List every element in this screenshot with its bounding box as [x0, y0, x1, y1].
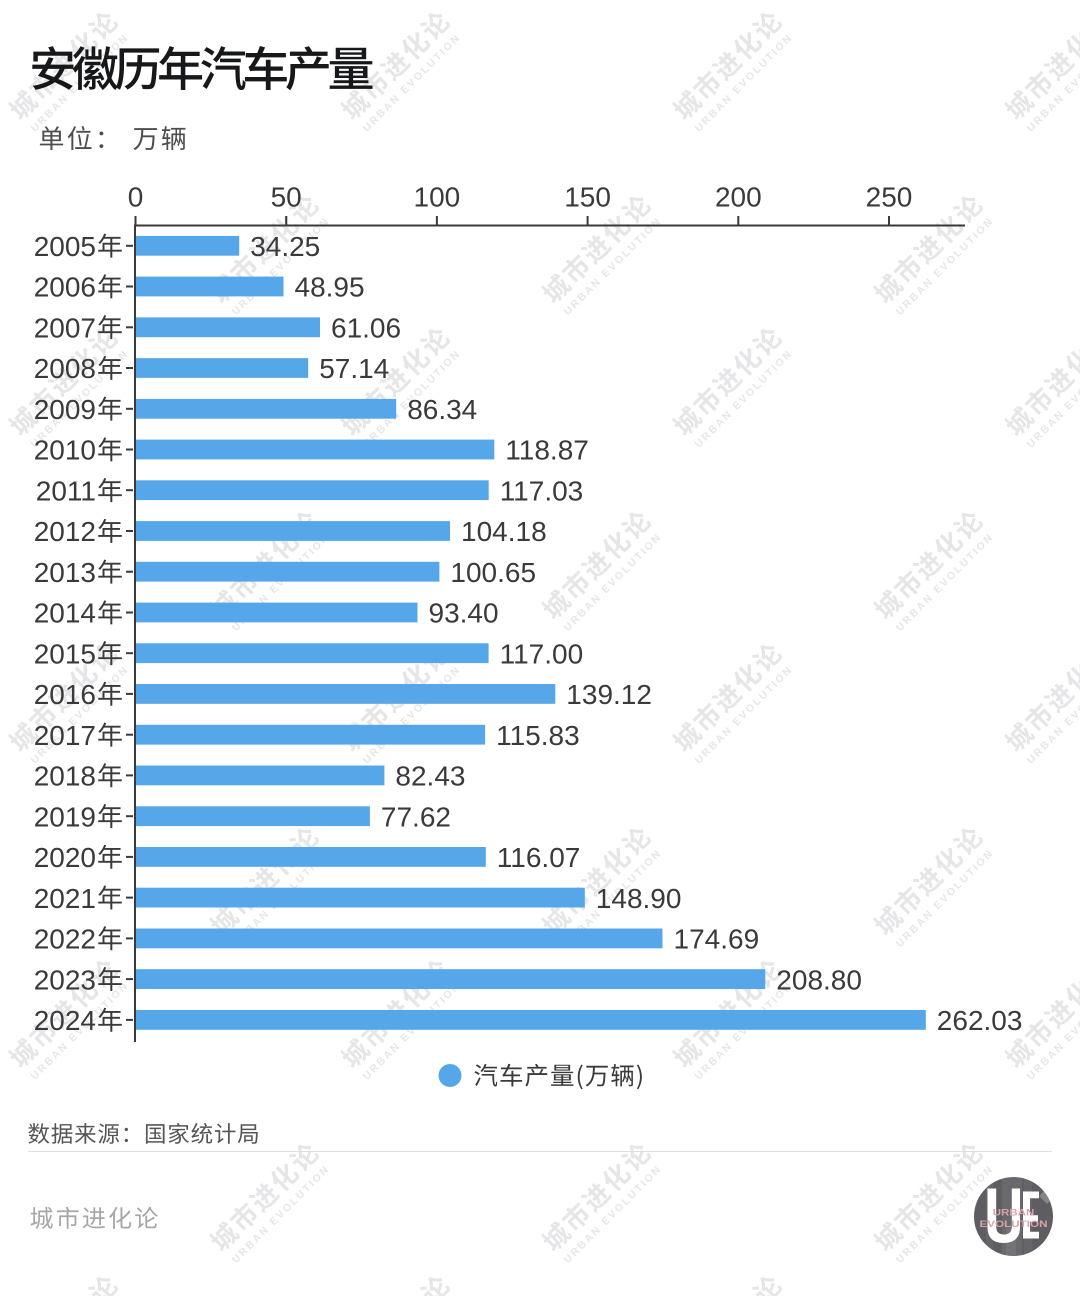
svg-text:115.83: 115.83 [496, 720, 580, 751]
svg-text:262.03: 262.03 [937, 1005, 1023, 1036]
svg-text:34.25: 34.25 [250, 231, 320, 262]
svg-text:104.18: 104.18 [461, 516, 547, 547]
svg-text:2009: 2009 [34, 394, 96, 425]
svg-text:2015: 2015 [34, 638, 96, 669]
svg-text:82.43: 82.43 [395, 761, 465, 792]
svg-text:117.03: 117.03 [500, 475, 584, 506]
svg-text:100: 100 [414, 182, 461, 213]
svg-text:57.14: 57.14 [319, 353, 389, 384]
svg-text:139.12: 139.12 [566, 679, 652, 710]
svg-text:2020: 2020 [34, 842, 96, 873]
svg-text:208.80: 208.80 [776, 964, 862, 995]
svg-text:2006: 2006 [34, 272, 96, 303]
svg-text:2011: 2011 [36, 475, 96, 506]
svg-text:2022: 2022 [34, 924, 96, 955]
svg-text:2019: 2019 [34, 801, 96, 832]
svg-text:2017: 2017 [34, 720, 96, 751]
svg-text:2023: 2023 [34, 964, 96, 995]
svg-text:250: 250 [866, 182, 913, 213]
svg-text:150: 150 [564, 182, 611, 213]
svg-text:200: 200 [715, 182, 762, 213]
svg-text:2008: 2008 [34, 353, 96, 384]
svg-text:116.07: 116.07 [497, 842, 581, 873]
svg-text:48.95: 48.95 [295, 272, 365, 303]
svg-text:2024: 2024 [34, 1005, 96, 1036]
svg-text:2013: 2013 [34, 557, 96, 588]
svg-text:77.62: 77.62 [381, 801, 451, 832]
svg-text:URBAN: URBAN [993, 1208, 1035, 1218]
svg-text:117.00: 117.00 [500, 638, 584, 669]
svg-text:61.06: 61.06 [331, 313, 401, 344]
svg-text:148.90: 148.90 [596, 883, 682, 914]
svg-text:2021: 2021 [34, 883, 96, 914]
svg-text:93.40: 93.40 [429, 598, 499, 629]
svg-text:2010: 2010 [34, 435, 96, 466]
svg-text:2016: 2016 [34, 679, 96, 710]
svg-text:50: 50 [271, 182, 302, 213]
svg-text:2012: 2012 [34, 516, 96, 547]
svg-text:2005: 2005 [34, 231, 96, 262]
svg-text:2014: 2014 [34, 598, 96, 629]
svg-text:2007: 2007 [34, 313, 96, 344]
svg-text:100.65: 100.65 [450, 557, 536, 588]
svg-text:0: 0 [128, 182, 144, 213]
svg-text:118.87: 118.87 [505, 435, 589, 466]
svg-text:86.34: 86.34 [407, 394, 477, 425]
svg-text:2018: 2018 [34, 761, 96, 792]
svg-text:174.69: 174.69 [674, 924, 760, 955]
svg-text:EVOLUTION: EVOLUTION [980, 1219, 1048, 1229]
